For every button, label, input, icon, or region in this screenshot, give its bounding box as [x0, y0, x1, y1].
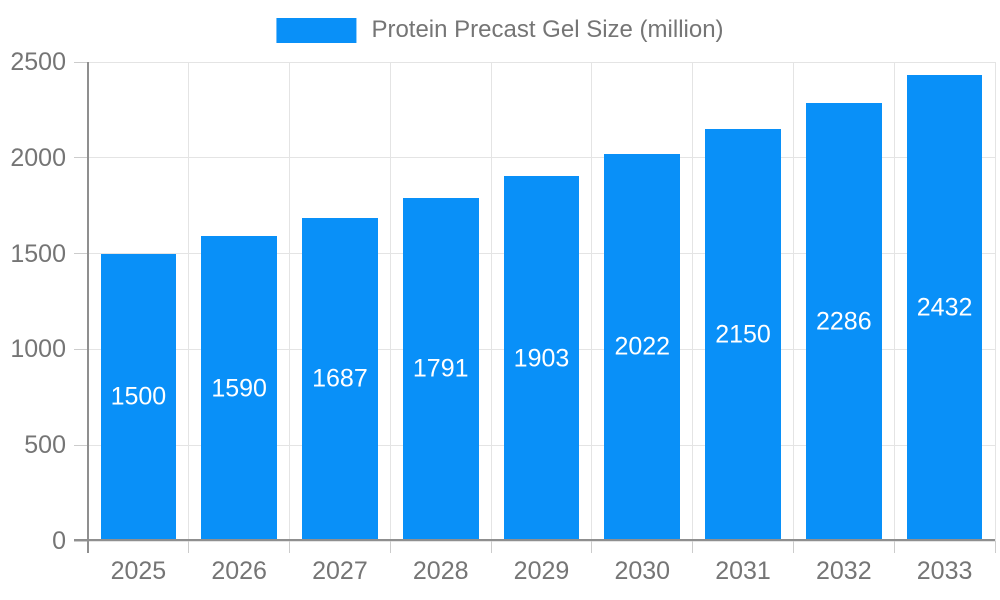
bar-value-label: 2022	[614, 332, 671, 361]
y-tick	[74, 348, 88, 350]
bar-2029[interactable]: 1903	[503, 176, 580, 541]
y-axis-line	[87, 62, 89, 553]
y-tick	[74, 253, 88, 255]
bar-value-label: 1791	[412, 354, 469, 383]
v-gridline	[692, 62, 694, 541]
bar-2032[interactable]: 2286	[806, 103, 882, 541]
bar-2033[interactable]: 2432	[906, 75, 983, 541]
v-gridline	[188, 62, 190, 541]
x-tick-label: 2032	[816, 557, 872, 585]
bar-value-label: 2150	[715, 320, 771, 349]
bar-2026[interactable]: 1590	[201, 236, 277, 541]
x-tick	[188, 541, 190, 553]
bar-value-label: 1687	[312, 364, 368, 393]
y-tick	[74, 157, 88, 159]
legend-swatch-icon	[276, 17, 357, 43]
plot-area: 0 500 1000 1500 2000 2500 1500 2025 1590 2026 1687…	[10, 48, 996, 585]
y-tick-label: 0	[52, 527, 66, 555]
h-gridline	[88, 540, 995, 542]
bar-2030[interactable]: 2022	[604, 153, 681, 541]
x-tick-label: 2031	[715, 557, 771, 585]
x-tick-label: 2033	[916, 557, 973, 585]
x-tick-label: 2025	[110, 557, 167, 585]
x-tick	[792, 541, 794, 553]
bar-value-label: 2286	[816, 307, 872, 336]
v-gridline	[591, 62, 593, 541]
bar-value-label: 2432	[916, 293, 973, 322]
x-tick	[490, 541, 492, 553]
bar-2028[interactable]: 1791	[402, 197, 479, 541]
y-tick-label: 2000	[10, 143, 66, 172]
bar-2031[interactable]: 2150	[705, 129, 781, 541]
h-gridline	[88, 157, 995, 159]
h-gridline	[88, 61, 995, 63]
bar-2025[interactable]: 1500	[100, 253, 177, 541]
v-gridline	[289, 62, 291, 541]
v-gridline	[893, 62, 895, 541]
y-tick	[74, 444, 88, 446]
legend-item[interactable]: Protein Precast Gel Size (million)	[276, 16, 724, 44]
y-tick-label: 1500	[10, 239, 66, 268]
y-tick	[74, 61, 88, 63]
x-axis-line	[74, 539, 995, 541]
bar-value-label: 1903	[513, 344, 570, 373]
bar-2027[interactable]: 1687	[302, 217, 378, 541]
y-tick-label: 2500	[10, 48, 66, 76]
x-tick-label: 2027	[312, 557, 368, 585]
x-tick	[591, 541, 593, 553]
x-tick	[692, 541, 694, 553]
y-tick-label: 500	[24, 431, 66, 460]
y-tick	[74, 540, 88, 542]
bar-value-label: 1500	[110, 382, 167, 411]
x-tick	[389, 541, 391, 553]
x-tick-label: 2029	[513, 557, 570, 585]
v-gridline	[389, 62, 391, 541]
x-tick-label: 2028	[412, 557, 469, 585]
x-tick-label: 2030	[614, 557, 671, 585]
v-gridline	[490, 62, 492, 541]
legend-label: Protein Precast Gel Size (million)	[371, 16, 724, 43]
v-gridline	[792, 62, 794, 541]
x-tick	[893, 541, 895, 553]
bar-value-label: 1590	[211, 374, 267, 403]
v-gridline	[994, 62, 996, 541]
x-tick	[289, 541, 291, 553]
x-tick-label: 2026	[211, 557, 267, 585]
x-tick	[994, 541, 996, 553]
y-tick-label: 1000	[10, 335, 66, 364]
